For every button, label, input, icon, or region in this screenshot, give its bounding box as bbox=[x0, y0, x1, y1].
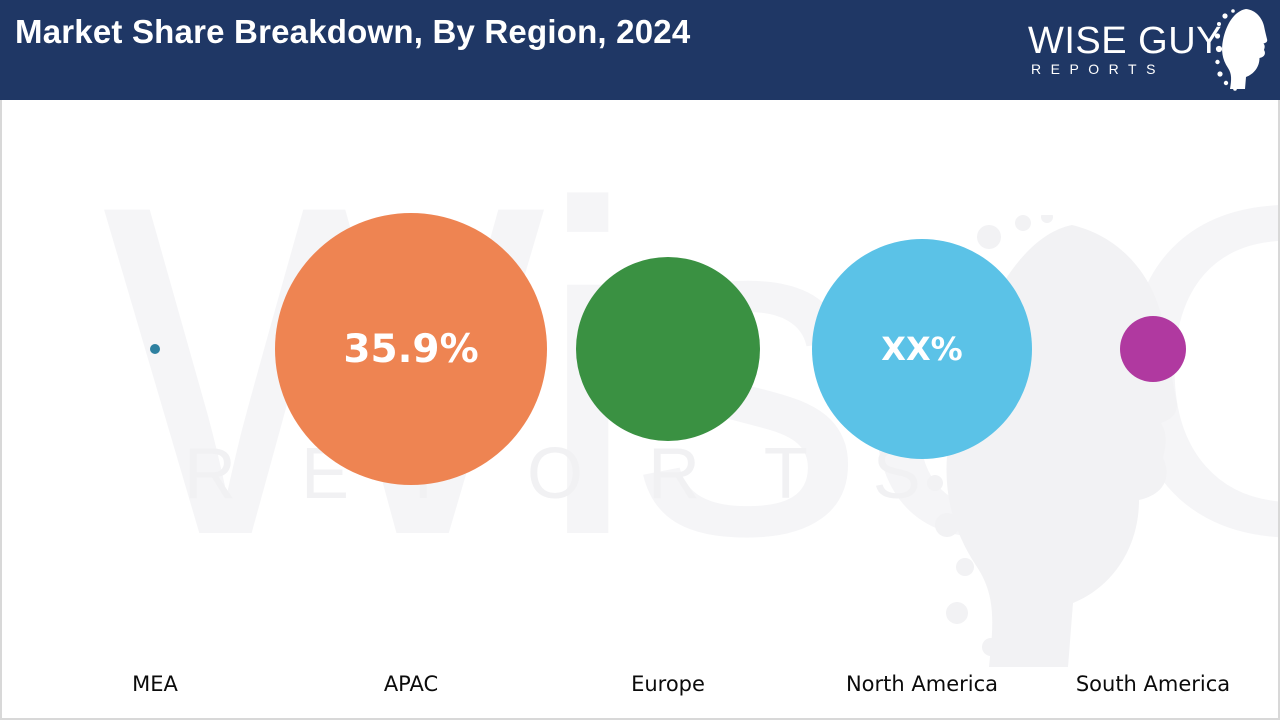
bubble-layer: MEA 35.9% APAC Europe XX% North America South … bbox=[2, 100, 1278, 718]
bubble-value-label-north-america: XX% bbox=[881, 330, 963, 368]
category-label-apac: APAC bbox=[383, 672, 439, 696]
watermark-reports-text: REPORTS bbox=[184, 434, 986, 514]
header: Market Share Breakdown, By Region, 2024 … bbox=[0, 0, 1280, 100]
bubble-apac: 35.9% bbox=[275, 213, 547, 485]
bubble-north-america: XX% bbox=[812, 239, 1032, 459]
bubble-value-label-apac: 35.9% bbox=[343, 326, 479, 372]
logo-reports-text: REPORTS bbox=[1031, 61, 1165, 77]
chart-area: WiseGuy REPORTS MEA35.9%APACEuropeXX%Nor… bbox=[0, 100, 1280, 720]
category-label-europe: Europe bbox=[631, 672, 705, 696]
bubble-mea bbox=[150, 344, 160, 354]
wise-guy-logo: WISE GUY REPORTS bbox=[1028, 9, 1268, 91]
logo-wordmark: WISE GUY bbox=[1028, 20, 1222, 62]
category-label-north-america: North America bbox=[845, 672, 999, 696]
bubble-europe bbox=[576, 257, 760, 441]
category-label-south-america: South America bbox=[1075, 672, 1231, 696]
page-title: Market Share Breakdown, By Region, 2024 bbox=[15, 13, 691, 50]
logo-head-icon bbox=[1214, 9, 1268, 91]
category-label-mea: MEA bbox=[132, 672, 178, 696]
bubble-south-america bbox=[1120, 316, 1186, 382]
